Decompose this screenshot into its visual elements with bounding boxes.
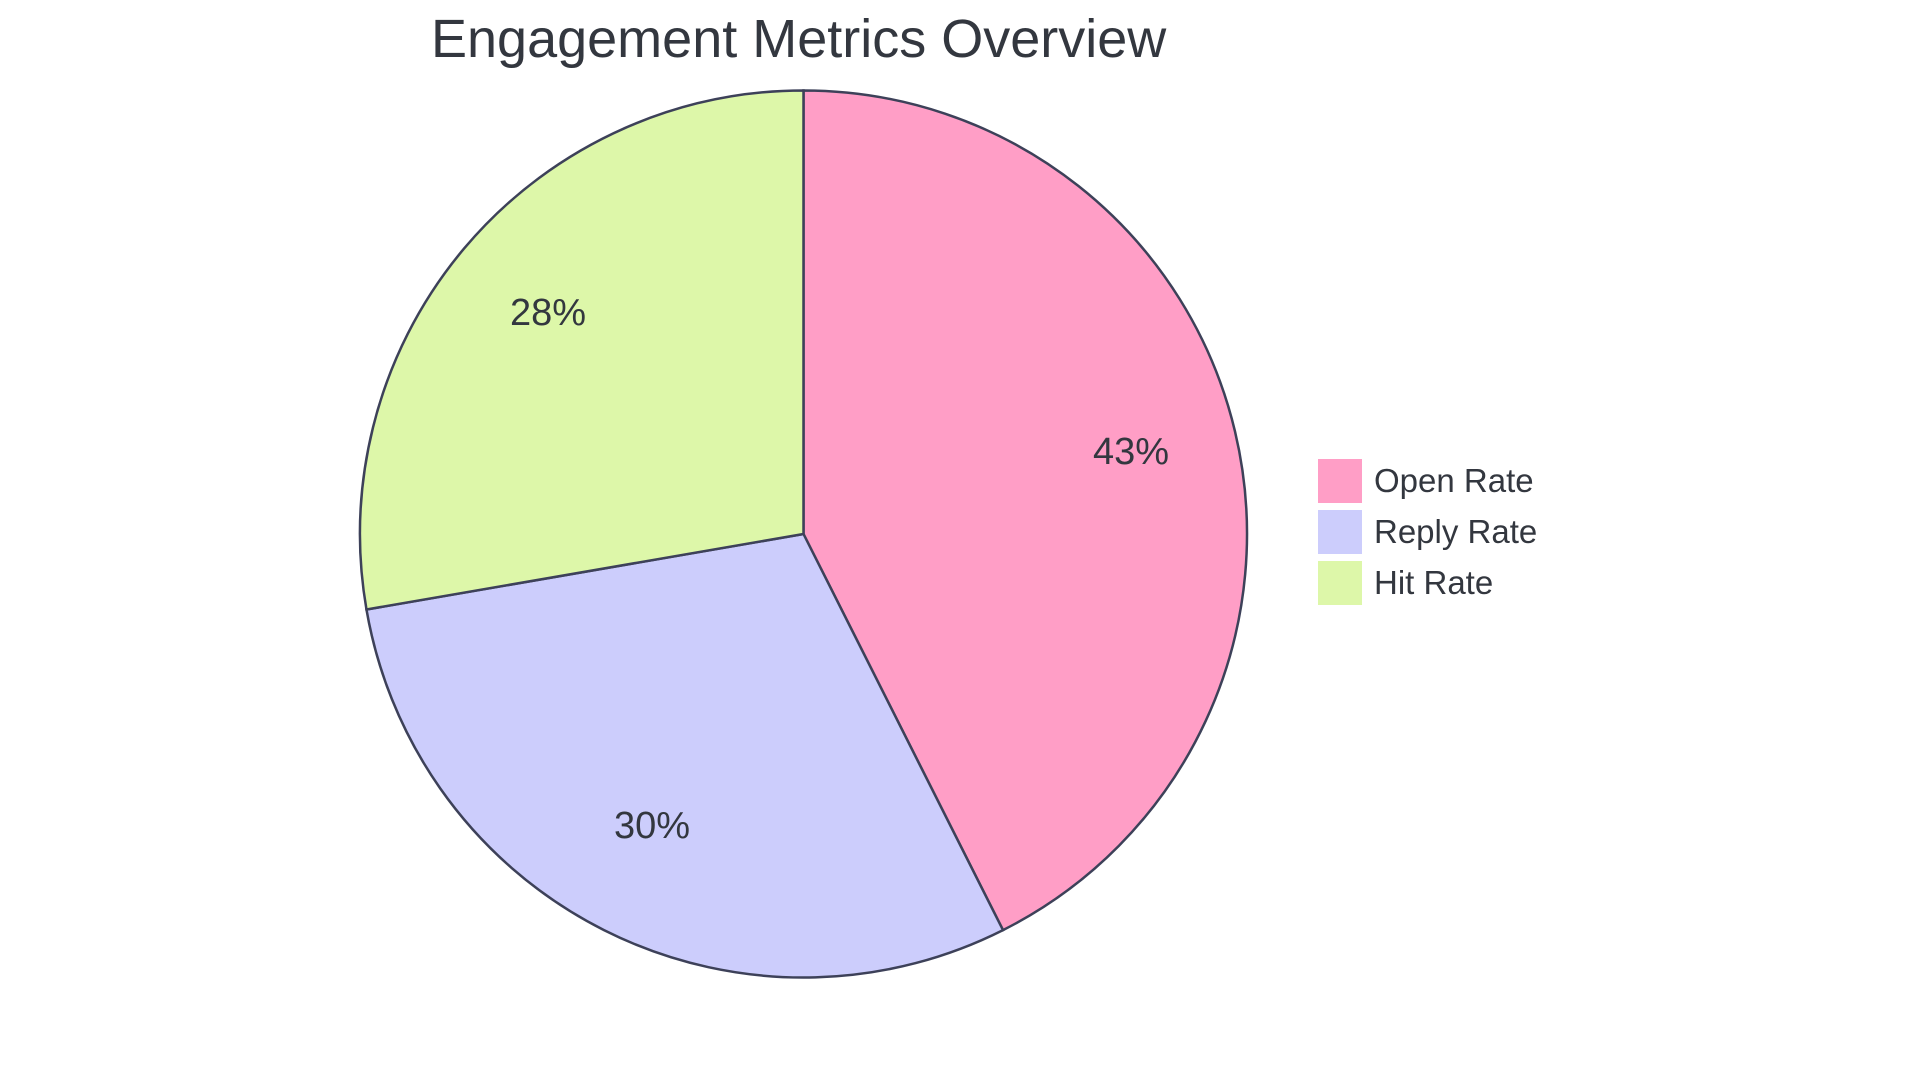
svg-text:28%: 28% <box>510 292 586 334</box>
svg-text:43%: 43% <box>1093 431 1169 473</box>
svg-text:30%: 30% <box>614 805 690 847</box>
